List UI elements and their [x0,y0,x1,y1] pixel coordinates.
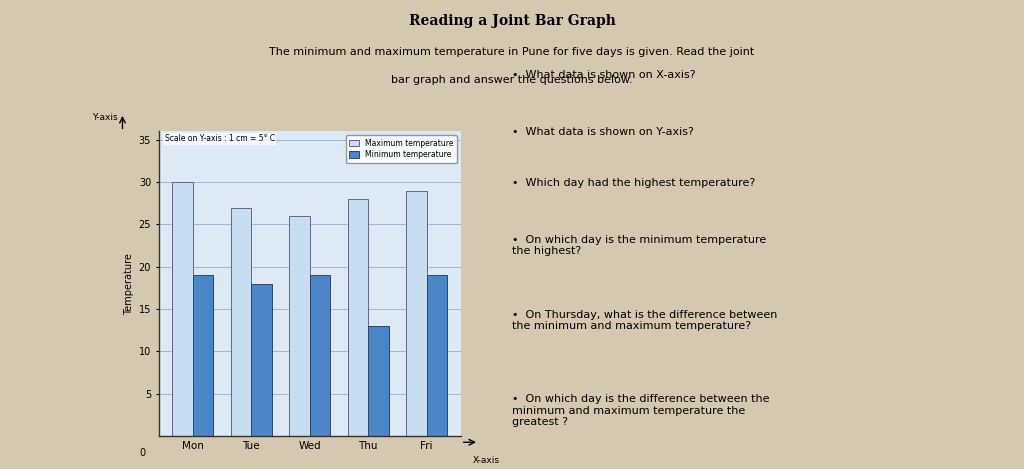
Text: Scale on Y-axis : 1 cm = 5° C: Scale on Y-axis : 1 cm = 5° C [165,135,274,144]
Text: The minimum and maximum temperature in Pune for five days is given. Read the joi: The minimum and maximum temperature in P… [269,47,755,57]
Text: •  What data is shown on Y-axis?: • What data is shown on Y-axis? [512,127,694,136]
Bar [172,182,193,436]
Bar [427,275,447,436]
Text: X-axis: X-axis [473,456,500,465]
Text: •  On which day is the difference between the
minimum and maximum temperature th: • On which day is the difference between… [512,394,769,427]
Legend: Maximum temperature, Minimum temperature: Maximum temperature, Minimum temperature [345,135,457,163]
Y-axis label: Temperature: Temperature [124,253,134,315]
Bar [230,208,251,436]
Bar [193,275,213,436]
Text: Y-axis: Y-axis [92,113,118,122]
Text: bar graph and answer the questions below.: bar graph and answer the questions below… [391,75,633,85]
Text: •  On which day is the minimum temperature
the highest?: • On which day is the minimum temperatur… [512,234,766,256]
Bar [290,216,309,436]
Text: Reading a Joint Bar Graph: Reading a Joint Bar Graph [409,14,615,28]
Bar [369,326,389,436]
Bar [348,199,369,436]
Text: 0: 0 [139,448,145,458]
Text: •  On Thursday, what is the difference between
the minimum and maximum temperatu: • On Thursday, what is the difference be… [512,310,777,331]
Bar [407,190,427,436]
Bar [251,284,271,436]
Bar [309,275,330,436]
Text: •  What data is shown on X-axis?: • What data is shown on X-axis? [512,70,695,80]
Text: •  Which day had the highest temperature?: • Which day had the highest temperature? [512,178,756,188]
